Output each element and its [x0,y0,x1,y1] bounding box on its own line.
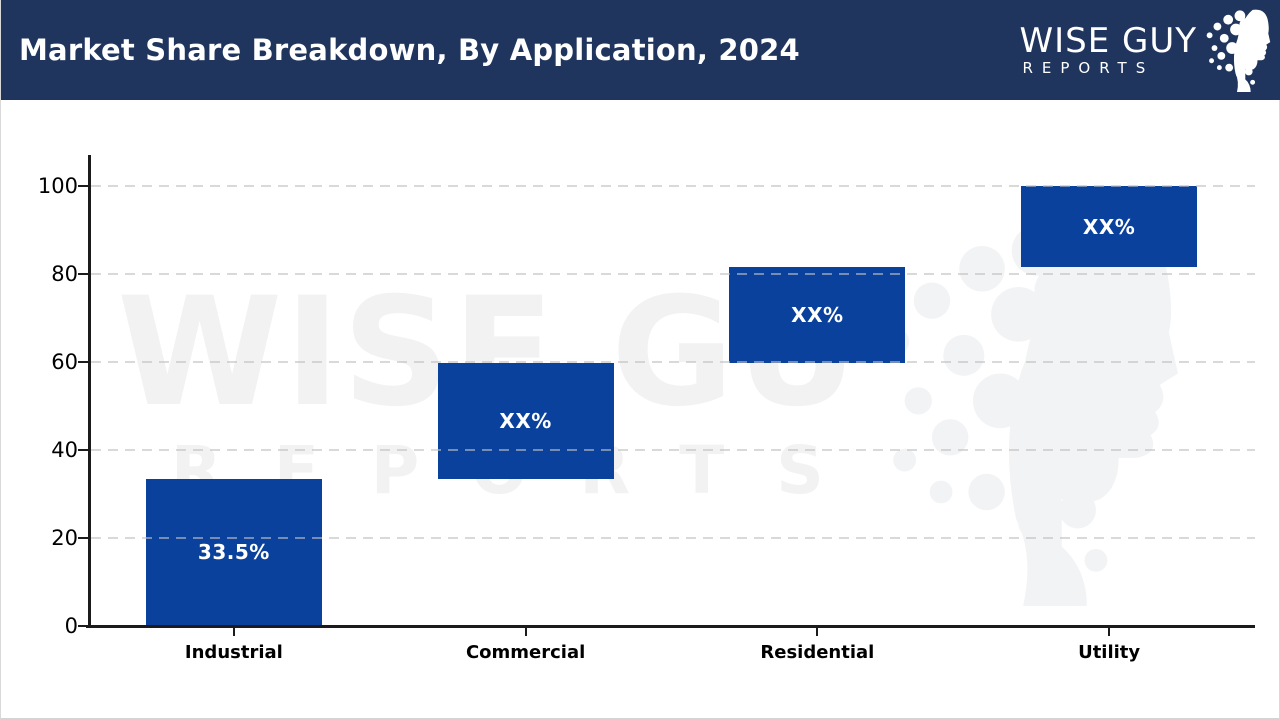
chart-title: Market Share Breakdown, By Application, … [19,33,800,67]
bar-label-commercial: XX% [499,408,552,433]
chart-area: WISE GU REPORTS 02040608010033.5%Industr… [1,100,1280,720]
gridline [91,537,1255,539]
bar-label-residential: XX% [791,303,844,328]
y-axis-tick [78,625,88,627]
gridline [91,273,1255,275]
x-axis-label-commercial: Commercial [465,642,586,663]
y-axis-tick-label: 40 [51,438,78,462]
logo-text: WISE GUY REPORTS [1019,24,1197,76]
x-axis-label-residential: Residential [760,642,875,663]
bar-commercial: XX% [437,363,614,479]
x-axis-label-industrial: Industrial [184,642,283,663]
y-axis-tick-label: 100 [37,174,78,198]
bar-utility: XX% [1021,186,1198,268]
logo-wordmark: WISE GUY [1019,21,1197,61]
bar-label-utility: XX% [1082,214,1136,239]
y-axis-tick-label: 20 [51,526,78,550]
y-axis-tick-label: 80 [51,262,78,286]
y-axis-tick [78,537,88,539]
y-axis-tick [78,361,88,363]
bar-residential: XX% [729,267,906,364]
logo-face-icon [1206,9,1271,93]
x-axis-line [86,625,1255,628]
y-axis-line [88,155,91,628]
gridline [91,185,1255,187]
gridline [91,449,1255,451]
y-axis-tick-label: 60 [51,350,78,374]
x-axis-tick [1108,628,1111,636]
bar-industrial: 33.5% [145,478,322,626]
x-axis-tick [232,628,235,636]
wise-guy-logo: WISE GUY REPORTS [1019,6,1273,94]
x-axis-label-utility: Utility [1078,642,1141,663]
bar-label-industrial: 33.5% [197,540,270,565]
y-axis-tick [78,449,88,451]
y-axis-tick [78,185,88,187]
y-axis-tick-label: 0 [64,614,78,638]
y-axis-tick [78,273,88,275]
logo-subtitle: REPORTS [1022,59,1155,77]
gridline [91,361,1255,363]
x-axis-tick [816,628,819,636]
x-axis-tick [524,628,527,636]
header: Market Share Breakdown, By Application, … [1,0,1280,100]
